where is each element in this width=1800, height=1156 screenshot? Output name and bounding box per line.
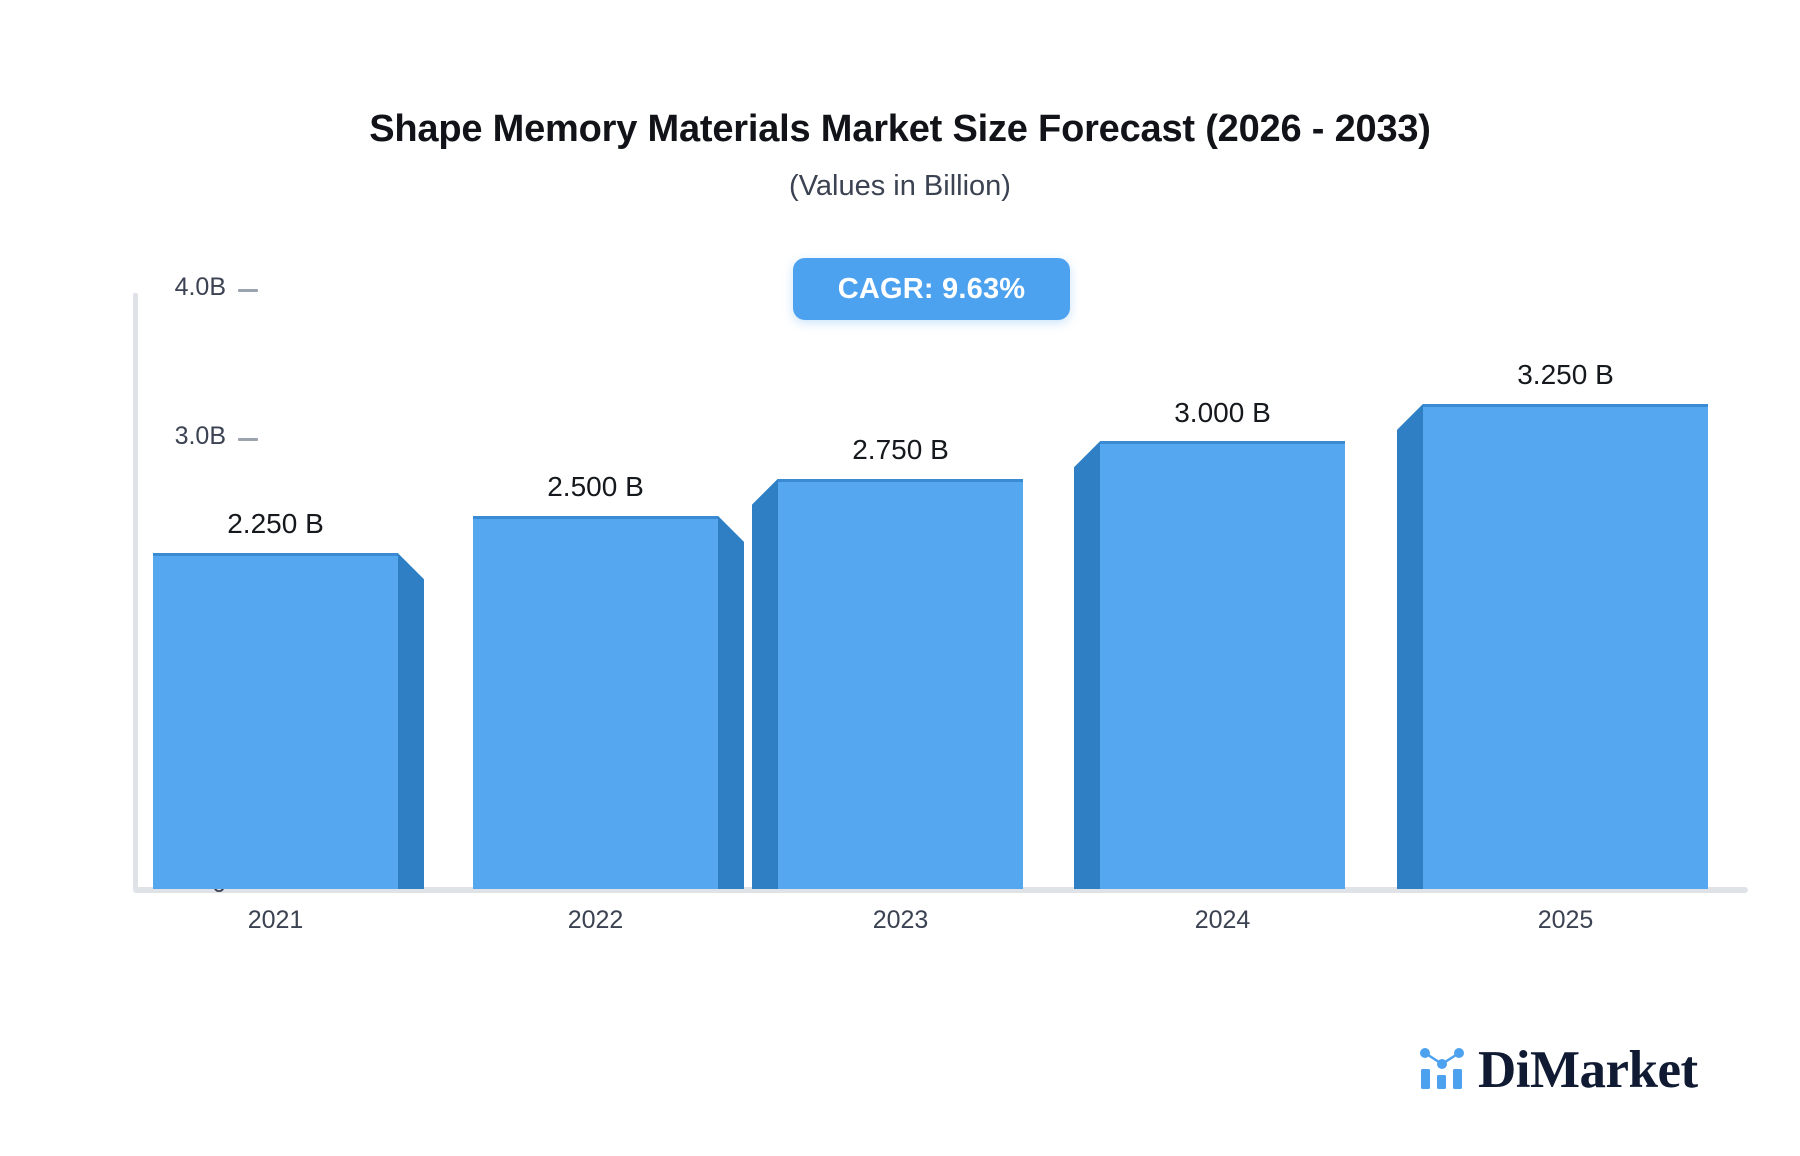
bar-2021[interactable] [153,553,424,889]
bar-face-2022 [473,515,718,889]
bar-2023[interactable] [752,478,1023,889]
bar-side-2022 [718,515,744,889]
bar-face-2025 [1423,403,1708,889]
y-tick-dash-3 [238,438,258,442]
page-title: Shape Memory Materials Market Size Forec… [369,108,1431,150]
bar-value-2024: 3.000 B [1174,397,1271,428]
bar-side-2023 [752,478,778,889]
bar-value-2025: 3.250 B [1517,359,1614,390]
y-tick-label-4: 4.0B [174,273,226,301]
chart-subtitle: (Values in Billion) [789,170,1011,202]
bar-group-2024: 3.000 B 2024 [1074,292,1345,934]
x-tick-label-2025: 2025 [1537,906,1594,934]
x-tick-label-2024: 2024 [1194,906,1251,934]
plot-area: 0 1.0B 2.0B 3.0B 4.0B 2.250 B 2021 [133,273,1748,934]
bar-2024[interactable] [1074,441,1345,889]
bar-2022[interactable] [473,515,744,889]
x-tick-label-2023: 2023 [872,906,929,934]
x-tick-label-2022: 2022 [567,906,624,934]
bar-value-2022: 2.500 B [547,471,644,502]
logo-text: DiMarket [1478,1041,1698,1099]
bar-face-2023 [778,478,1023,889]
bar-2025[interactable] [1397,403,1708,889]
bar-face-2021 [153,553,398,889]
cagr-badge: CAGR: 9.63% [793,258,1070,320]
y-tick-dash-4 [238,289,258,292]
bar-value-2021: 2.250 B [227,508,324,539]
bar-group-2025: 3.250 B 2025 [1397,292,1708,934]
x-axis-line [133,887,1748,893]
brand-logo: DiMarket [1418,1044,1698,1097]
bar-group-2022: 2.500 B 2022 [473,292,744,934]
bar-group-2023: 2.750 B 2023 [752,292,1023,934]
bar-side-2024 [1074,441,1100,889]
bar-side-2025 [1397,403,1423,889]
bar-group-2021: 2.250 B 2021 [153,292,424,934]
bar-value-2023: 2.750 B [852,434,949,465]
bar-face-2024 [1100,441,1345,889]
cagr-badge-label: CAGR: 9.63% [837,272,1026,305]
y-axis-line [133,293,138,890]
bar-side-2021 [398,553,424,889]
x-tick-label-2021: 2021 [247,906,304,934]
bar-chart-dots-icon [1418,1044,1466,1097]
y-tick-label-3: 3.0B [174,422,226,451]
